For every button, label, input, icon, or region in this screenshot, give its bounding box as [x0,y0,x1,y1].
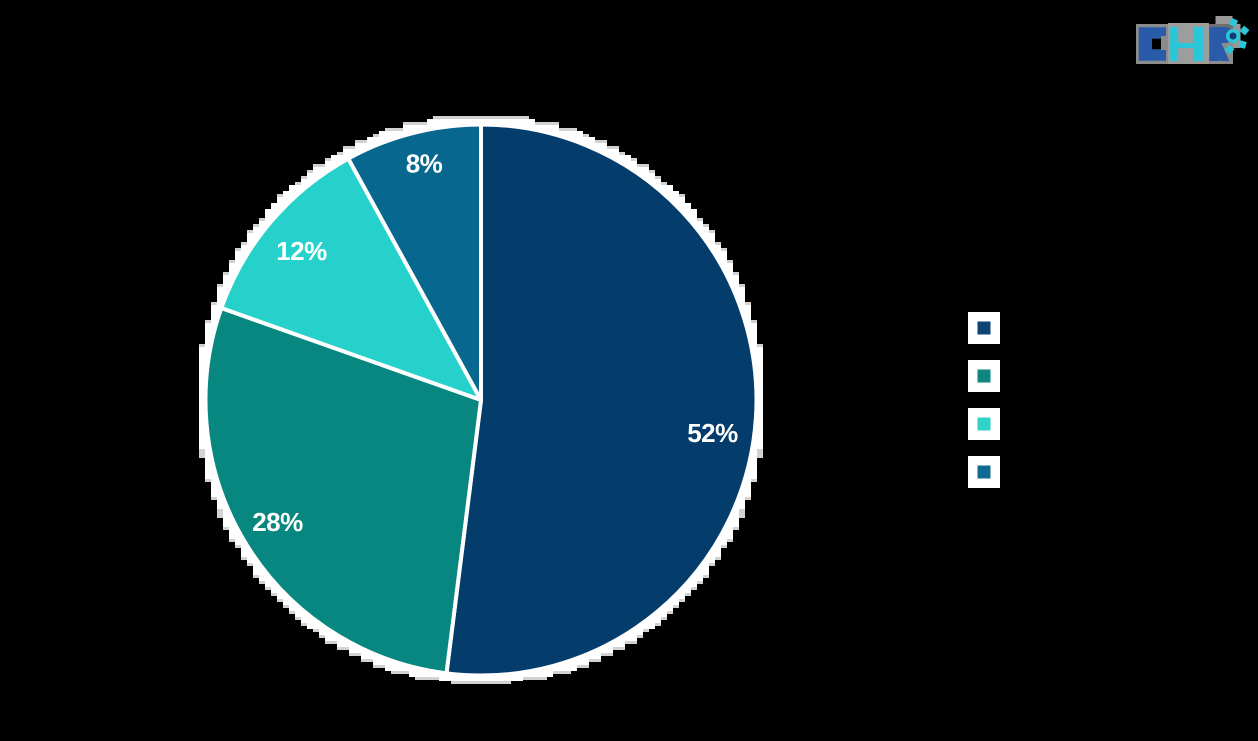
svg-text:28%: 28% [252,507,303,537]
svg-text:12%: 12% [276,236,327,266]
svg-text:52%: 52% [687,418,738,448]
svg-text:8%: 8% [406,149,443,179]
